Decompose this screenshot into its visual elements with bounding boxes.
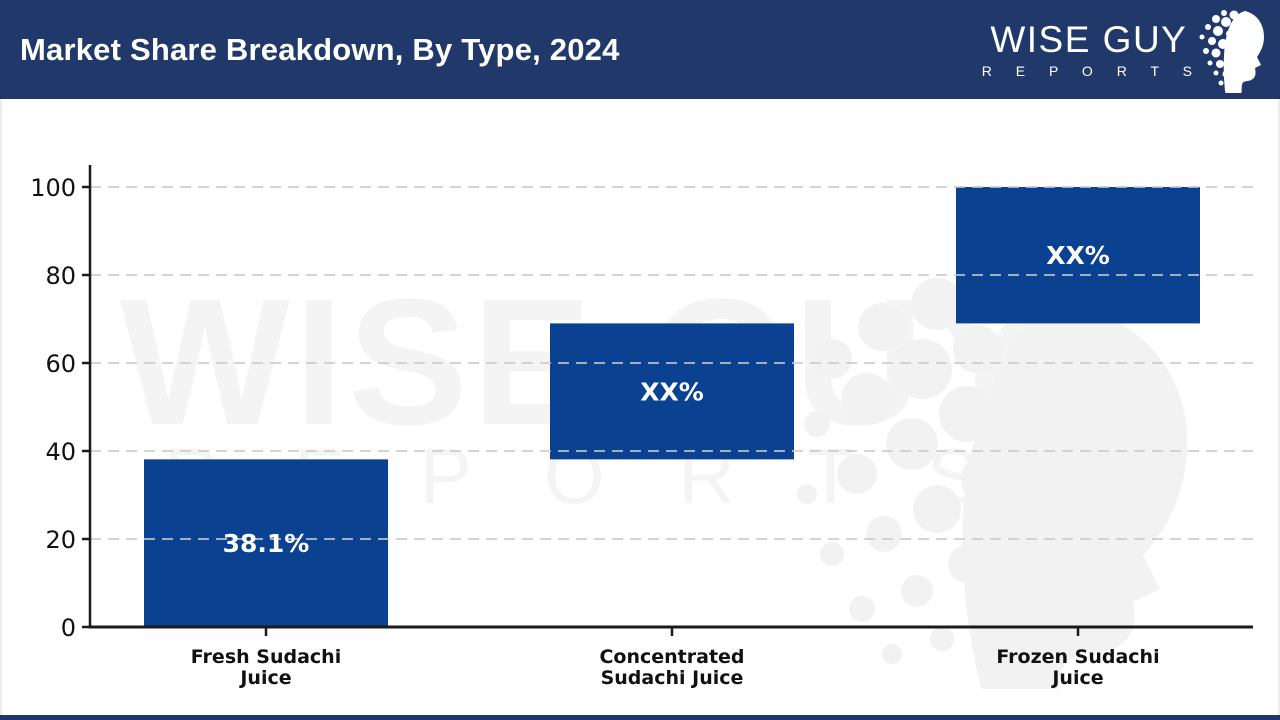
- wise-guy-reports-logo: WISE GUY R E P O R T S: [976, 7, 1266, 93]
- logo-text: WISE GUY R E P O R T S: [976, 21, 1202, 78]
- bar-segment: [144, 459, 388, 627]
- y-tick-label: 80: [45, 262, 76, 290]
- x-category-label: Fresh Sudachi: [191, 646, 341, 668]
- bar-segment: [550, 323, 794, 460]
- x-category-label: Frozen Sudachi: [996, 646, 1159, 668]
- page-title: Market Share Breakdown, By Type, 2024: [20, 31, 620, 67]
- y-tick-label: 40: [45, 438, 76, 466]
- logo-name: WISE GUY: [990, 19, 1188, 60]
- y-tick-label: 100: [30, 174, 76, 202]
- x-category-label: Juice: [238, 667, 291, 689]
- x-category-label: Concentrated: [599, 646, 744, 668]
- header-bar: Market Share Breakdown, By Type, 2024 WI…: [0, 0, 1280, 99]
- y-tick-label: 0: [61, 614, 76, 642]
- bar-value-label: 38.1%: [223, 529, 310, 558]
- bar-value-label: XX%: [1046, 241, 1110, 270]
- logo-subtitle: R E P O R T S: [981, 63, 1202, 79]
- chart-region: WISE GUY R E P O R T S 020406080100Fresh…: [0, 99, 1280, 715]
- x-category-label: Sudachi Juice: [601, 667, 744, 689]
- x-category-label: Juice: [1050, 667, 1103, 689]
- bar-segment: [956, 187, 1200, 324]
- y-tick-label: 20: [45, 526, 76, 554]
- dotted-head-icon: [1199, 9, 1264, 93]
- bottom-accent-bar: [0, 715, 1280, 720]
- y-tick-label: 60: [45, 350, 76, 378]
- bar-value-label: XX%: [640, 377, 704, 406]
